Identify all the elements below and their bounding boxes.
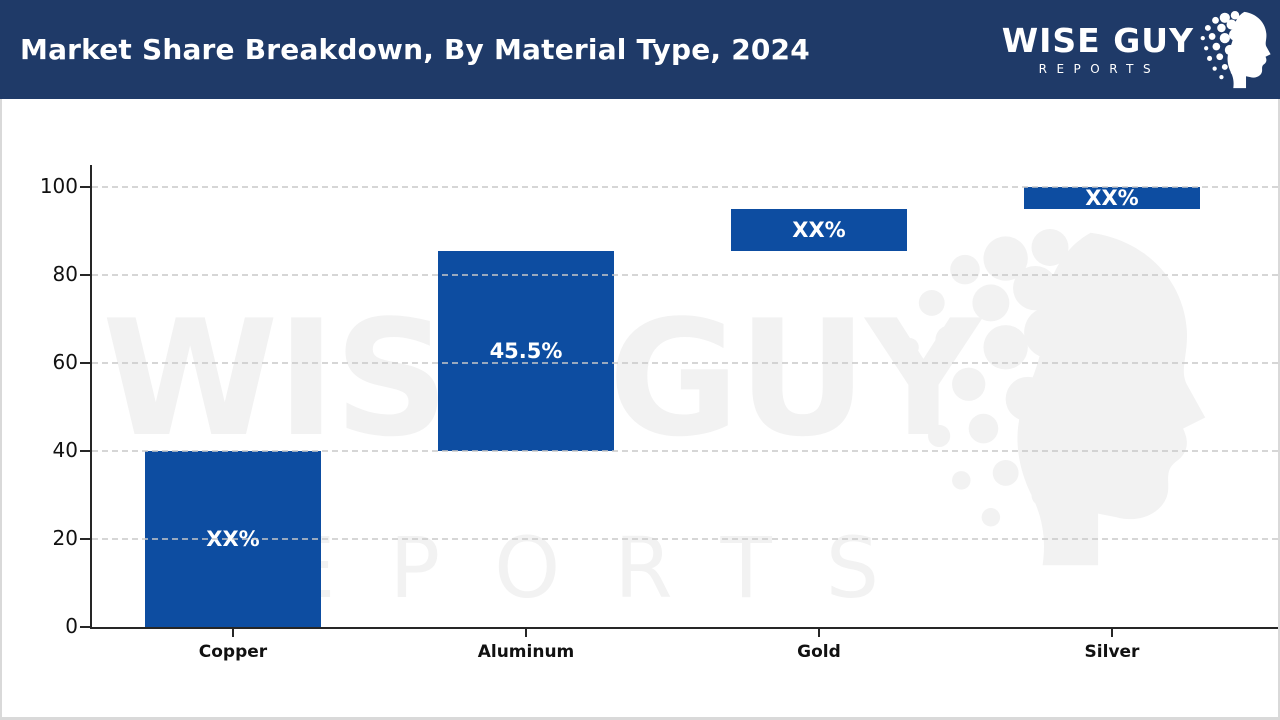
bar-value-label-aluminum: 45.5% — [489, 338, 563, 363]
brand-logo: WISE GUY REPORTS — [1002, 0, 1274, 99]
brand-subname: REPORTS — [1038, 61, 1161, 76]
y-tick-label-0: 0 — [65, 614, 78, 638]
page-title: Market Share Breakdown, By Material Type… — [20, 33, 810, 66]
gridline-y100 — [92, 186, 1278, 188]
y-tick-20 — [80, 538, 90, 540]
watermark-face-icon — [900, 229, 1206, 566]
y-tick-label-40: 40 — [52, 438, 78, 462]
header-bar: Market Share Breakdown, By Material Type… — [0, 0, 1280, 99]
x-tick-aluminum — [525, 629, 527, 637]
y-axis-line — [90, 165, 92, 629]
gridline-y80 — [92, 274, 1278, 276]
x-tick-label-aluminum: Aluminum — [477, 642, 575, 662]
y-tick-label-80: 80 — [52, 262, 78, 286]
gridline-y20 — [92, 538, 1278, 540]
gridline-y60 — [92, 362, 1278, 364]
y-tick-60 — [80, 362, 90, 364]
y-tick-80 — [80, 274, 90, 276]
bar-gold: XX% — [731, 209, 907, 251]
x-axis-line — [90, 627, 1278, 629]
brand-name: WISE GUY — [1001, 20, 1194, 60]
x-tick-silver — [1111, 629, 1113, 637]
y-tick-label-60: 60 — [52, 350, 78, 374]
x-tick-gold — [818, 629, 820, 637]
x-tick-copper — [232, 629, 234, 637]
bar-aluminum: 45.5% — [438, 250, 614, 451]
face-profile-icon — [1200, 10, 1271, 88]
chart-canvas: WISE GUY REPORTS 0 20 40 60 80 100 XX% Copper 45… — [0, 99, 1280, 720]
bar-value-label-silver: XX% — [1085, 186, 1139, 210]
y-tick-100 — [80, 186, 90, 188]
x-tick-label-gold: Gold — [797, 642, 841, 662]
x-tick-label-silver: Silver — [1084, 642, 1140, 662]
y-tick-label-20: 20 — [52, 526, 78, 550]
gridline-y40 — [92, 450, 1278, 452]
y-tick-0 — [80, 626, 90, 628]
bar-silver: XX% — [1024, 186, 1200, 210]
brand-logo-text: WISE GUY REPORTS — [1002, 24, 1194, 76]
bar-value-label-gold: XX% — [792, 217, 846, 242]
y-tick-40 — [80, 450, 90, 452]
x-tick-label-copper: Copper — [198, 642, 268, 662]
y-tick-label-100: 100 — [39, 174, 78, 198]
